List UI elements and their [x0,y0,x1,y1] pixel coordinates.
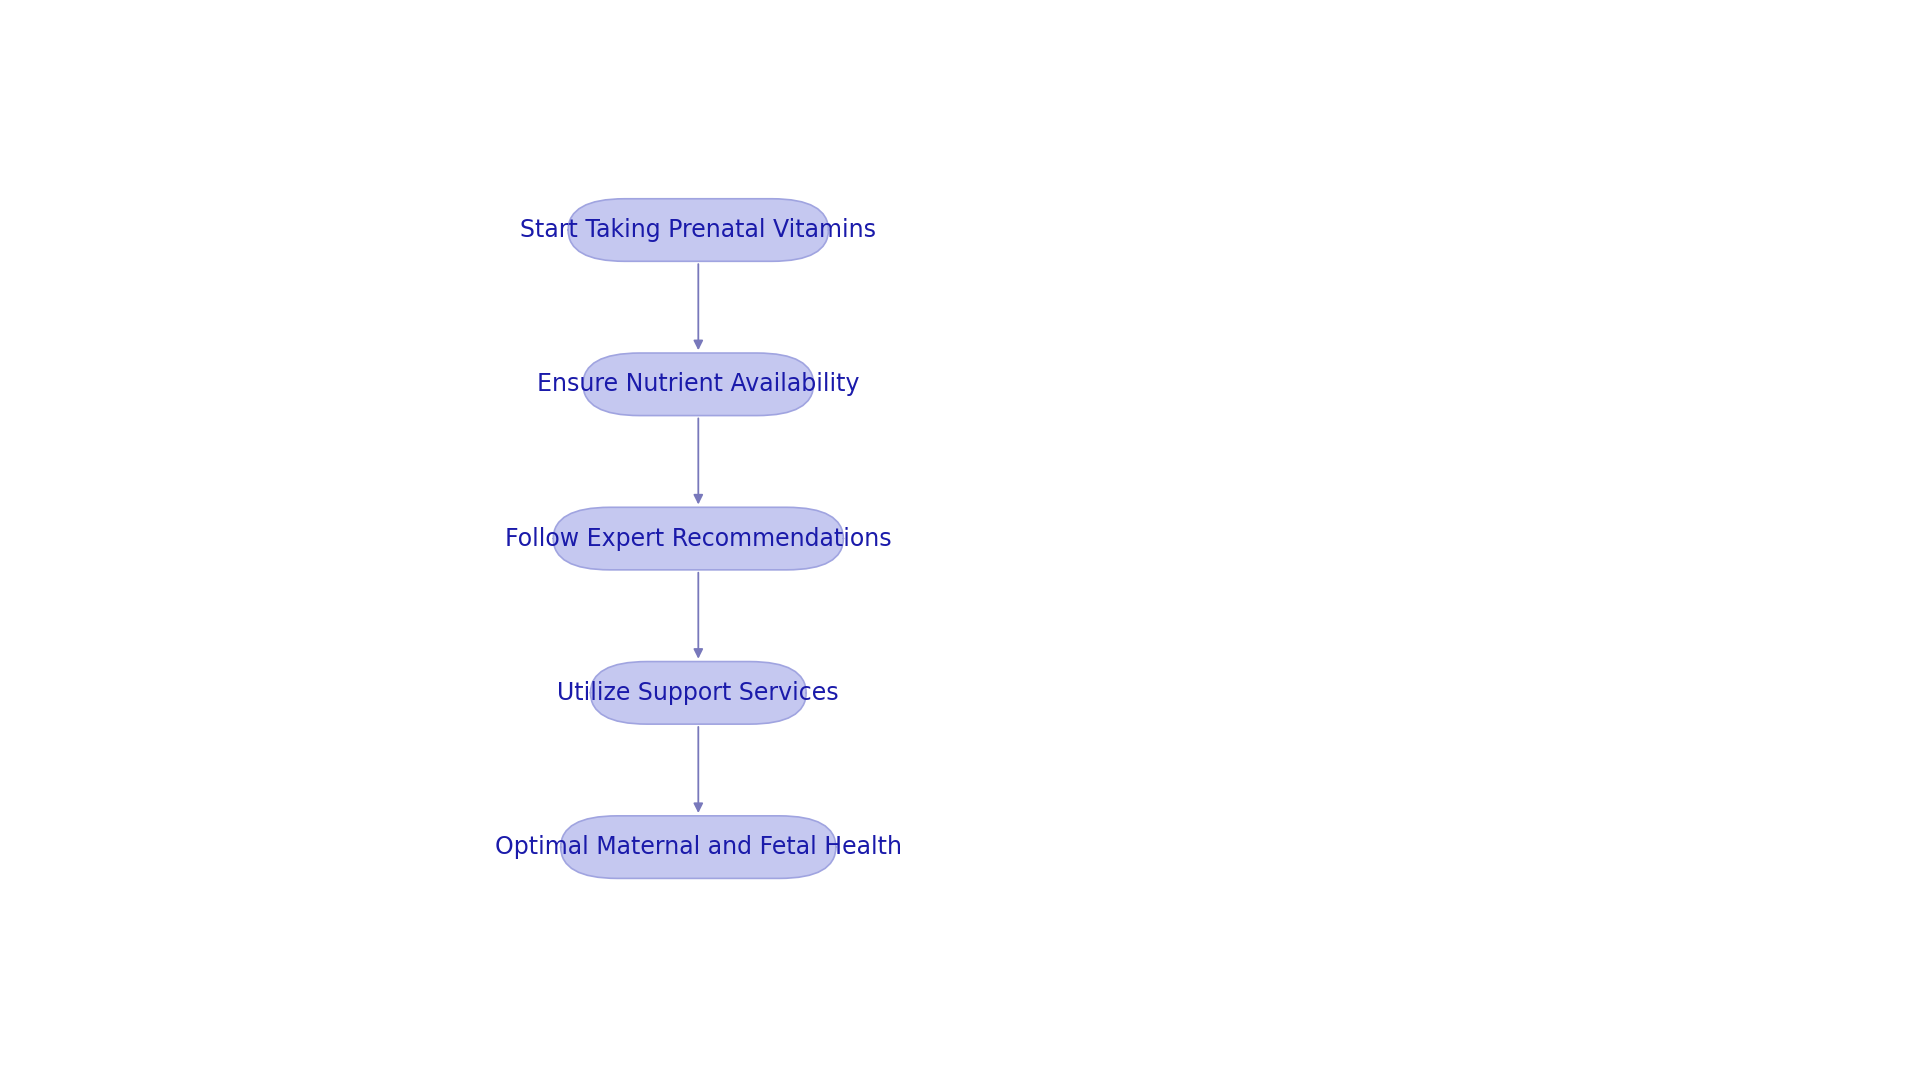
FancyBboxPatch shape [591,662,806,725]
Text: Utilize Support Services: Utilize Support Services [557,681,839,705]
FancyBboxPatch shape [553,507,843,570]
FancyBboxPatch shape [561,815,835,878]
Text: Optimal Maternal and Fetal Health: Optimal Maternal and Fetal Health [495,835,902,859]
FancyBboxPatch shape [568,199,829,261]
Text: Ensure Nutrient Availability: Ensure Nutrient Availability [538,373,860,396]
FancyBboxPatch shape [584,353,814,416]
Text: Follow Expert Recommendations: Follow Expert Recommendations [505,526,891,550]
Text: Start Taking Prenatal Vitamins: Start Taking Prenatal Vitamins [520,218,876,242]
